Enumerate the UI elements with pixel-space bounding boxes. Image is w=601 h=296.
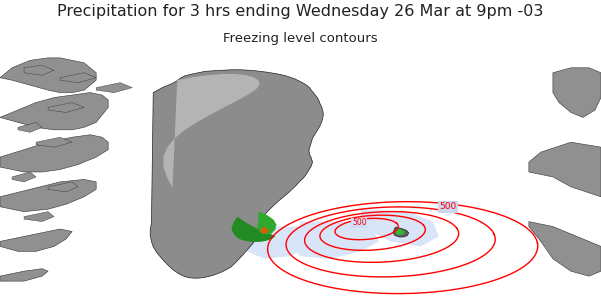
Polygon shape — [24, 65, 54, 75]
Polygon shape — [553, 68, 601, 118]
Polygon shape — [36, 137, 72, 147]
Polygon shape — [393, 227, 409, 237]
Polygon shape — [529, 142, 601, 197]
Polygon shape — [48, 102, 84, 112]
Polygon shape — [361, 209, 439, 246]
Polygon shape — [0, 135, 108, 172]
Polygon shape — [18, 122, 42, 132]
Text: Precipitation for 3 hrs ending Wednesday 26 Mar at 9pm -03: Precipitation for 3 hrs ending Wednesday… — [57, 4, 544, 20]
Polygon shape — [48, 182, 78, 192]
Polygon shape — [60, 73, 96, 83]
Polygon shape — [24, 212, 54, 222]
Polygon shape — [395, 229, 405, 235]
Polygon shape — [163, 74, 260, 188]
Polygon shape — [0, 58, 96, 93]
Polygon shape — [240, 226, 319, 259]
Polygon shape — [96, 83, 132, 93]
Polygon shape — [0, 93, 108, 130]
Polygon shape — [257, 212, 276, 234]
Polygon shape — [231, 217, 275, 242]
Polygon shape — [288, 222, 379, 259]
Polygon shape — [0, 179, 96, 212]
Polygon shape — [0, 229, 72, 251]
Text: 500: 500 — [439, 202, 456, 211]
Polygon shape — [12, 172, 36, 182]
Polygon shape — [529, 222, 601, 276]
Text: 500: 500 — [352, 218, 367, 227]
Polygon shape — [0, 269, 48, 281]
Polygon shape — [150, 70, 323, 278]
Polygon shape — [260, 226, 269, 234]
Text: Freezing level contours: Freezing level contours — [223, 32, 378, 45]
